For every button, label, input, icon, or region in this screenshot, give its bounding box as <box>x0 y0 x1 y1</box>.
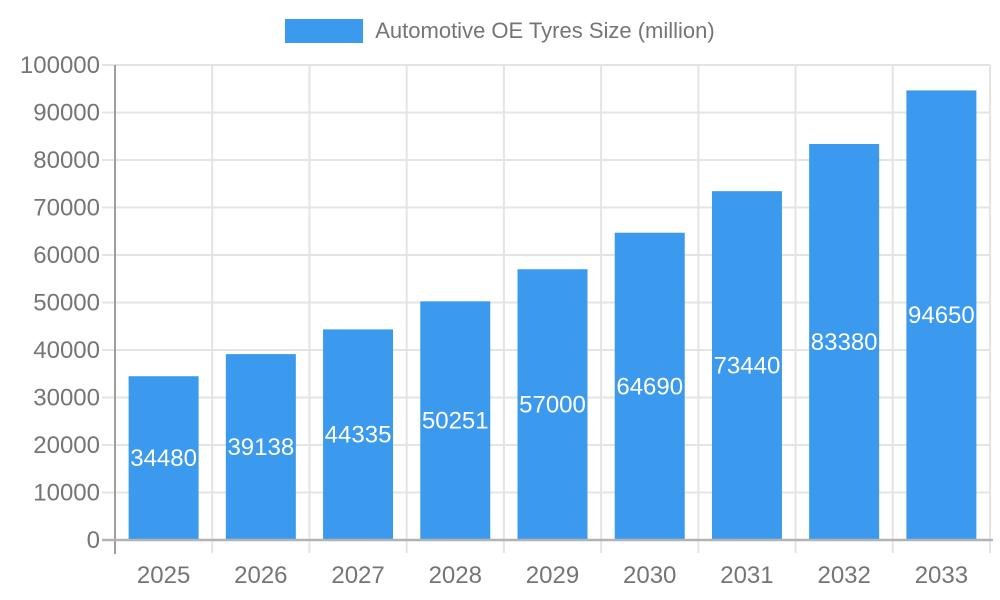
x-tick-label: 2032 <box>817 562 870 589</box>
y-tick-label: 80000 <box>33 147 100 174</box>
bar-value-label: 34480 <box>130 445 197 472</box>
bar-2027 <box>323 329 394 540</box>
bar-2029 <box>517 269 588 540</box>
bar-2028 <box>420 301 491 540</box>
y-tick-label: 100000 <box>20 52 100 79</box>
y-tick-label: 40000 <box>33 337 100 364</box>
y-tick-label: 90000 <box>33 100 100 127</box>
legend-label: Automotive OE Tyres Size (million) <box>375 18 715 43</box>
y-tick-label: 50000 <box>33 290 100 317</box>
y-tick-label: 70000 <box>33 195 100 222</box>
bar-2033 <box>906 90 977 540</box>
x-tick-label: 2028 <box>429 562 482 589</box>
bar-value-label: 83380 <box>811 329 878 356</box>
x-tick-label: 2026 <box>234 562 287 589</box>
bar-2026 <box>225 354 296 540</box>
y-tick-label: 60000 <box>33 242 100 269</box>
y-tick-label: 20000 <box>33 432 100 459</box>
bar-value-label: 44335 <box>325 422 392 449</box>
bar-value-label: 57000 <box>519 392 586 419</box>
bar-value-label: 94650 <box>908 302 975 329</box>
bar-2031 <box>711 191 782 540</box>
bar-value-label: 50251 <box>422 408 489 435</box>
bar-2032 <box>809 143 880 540</box>
x-tick-label: 2033 <box>915 562 968 589</box>
legend: Automotive OE Tyres Size (million) <box>0 19 1000 43</box>
bar-value-label: 39138 <box>227 434 294 461</box>
legend-swatch <box>285 19 364 43</box>
x-tick-label: 2027 <box>331 562 384 589</box>
y-tick-label: 0 <box>87 527 100 554</box>
bar-value-label: 73440 <box>714 353 781 380</box>
x-tick-label: 2029 <box>526 562 579 589</box>
x-tick-label: 2031 <box>720 562 773 589</box>
bar-2030 <box>614 232 685 540</box>
y-tick-label: 10000 <box>33 480 100 507</box>
bar-2025 <box>128 376 199 540</box>
x-tick-label: 2030 <box>623 562 676 589</box>
y-tick-label: 30000 <box>33 385 100 412</box>
x-tick-label: 2025 <box>137 562 190 589</box>
bar-value-label: 64690 <box>616 373 683 400</box>
